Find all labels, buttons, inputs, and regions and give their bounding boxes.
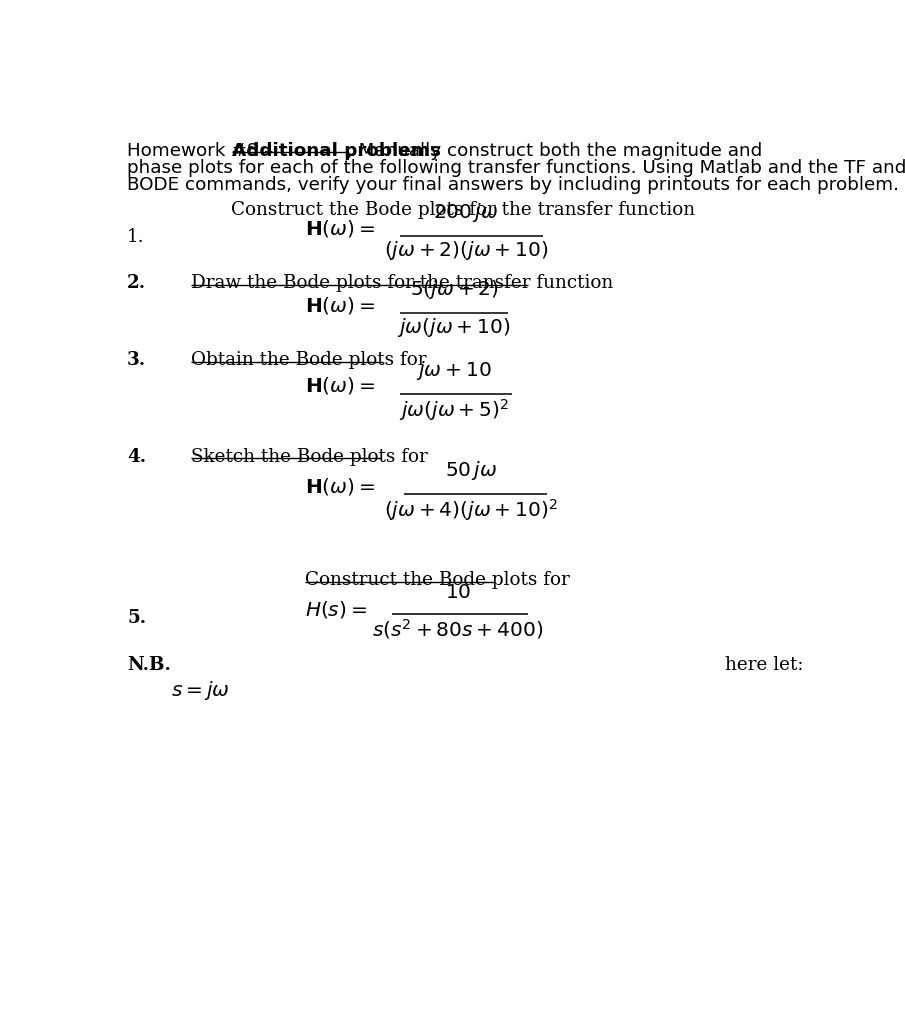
Text: $s(s^2 + 80s + 400)$: $s(s^2 + 80s + 400)$ — [372, 617, 544, 641]
Text: 1.: 1. — [127, 228, 145, 246]
Text: $\mathbf{H}(\omega) =$: $\mathbf{H}(\omega) =$ — [305, 476, 376, 497]
Text: 4.: 4. — [127, 447, 147, 466]
Text: $j\omega(j\omega + 10)$: $j\omega(j\omega + 10)$ — [397, 316, 510, 338]
Text: $H(s) =$: $H(s) =$ — [305, 599, 367, 620]
Text: 3.: 3. — [127, 351, 147, 369]
Text: Obtain the Bode plots for: Obtain the Bode plots for — [191, 351, 426, 369]
Text: $j\omega + 10$: $j\omega + 10$ — [416, 359, 492, 382]
Text: N.B.: N.B. — [127, 655, 171, 674]
Text: $10$: $10$ — [445, 583, 472, 601]
Text: $\mathbf{H}(\omega) =$: $\mathbf{H}(\omega) =$ — [305, 376, 376, 396]
Text: Construct the Bode plots for: Construct the Bode plots for — [305, 570, 570, 589]
Text: 2.: 2. — [127, 274, 147, 292]
Text: Construct the Bode plots for the transfer function: Construct the Bode plots for the transfe… — [232, 201, 695, 219]
Text: Draw the Bode plots for the transfer function: Draw the Bode plots for the transfer fun… — [191, 274, 613, 292]
Text: $\mathbf{H}(\omega) =$: $\mathbf{H}(\omega) =$ — [305, 295, 376, 316]
Text: , Manually construct both the magnitude and: , Manually construct both the magnitude … — [348, 142, 762, 160]
Text: $\mathbf{H}(\omega) =$: $\mathbf{H}(\omega) =$ — [305, 217, 376, 239]
Text: $5(j\omega + 2)$: $5(j\omega + 2)$ — [410, 278, 499, 301]
Text: Homework #8 –: Homework #8 – — [127, 142, 280, 160]
Text: phase plots for each of the following transfer functions. Using Matlab and the T: phase plots for each of the following tr… — [127, 158, 905, 177]
Text: here let:: here let: — [726, 655, 804, 674]
Text: $(j\omega + 2)(j\omega + 10)$: $(j\omega + 2)(j\omega + 10)$ — [384, 239, 548, 262]
Text: Additional problems: Additional problems — [233, 142, 442, 160]
Text: BODE commands, verify your final answers by including printouts for each problem: BODE commands, verify your final answers… — [127, 176, 899, 194]
Text: $s = j\omega$: $s = j\omega$ — [171, 679, 230, 702]
Text: $200\,j\omega$: $200\,j\omega$ — [433, 201, 499, 225]
Text: $(j\omega + 4)(j\omega + 10)^2$: $(j\omega + 4)(j\omega + 10)^2$ — [385, 497, 558, 523]
Text: $j\omega(j\omega + 5)^2$: $j\omega(j\omega + 5)^2$ — [399, 396, 510, 422]
Text: 5.: 5. — [127, 610, 147, 627]
Text: $50\,j\omega$: $50\,j\omega$ — [445, 460, 498, 482]
Text: Sketch the Bode plots for: Sketch the Bode plots for — [191, 447, 427, 466]
